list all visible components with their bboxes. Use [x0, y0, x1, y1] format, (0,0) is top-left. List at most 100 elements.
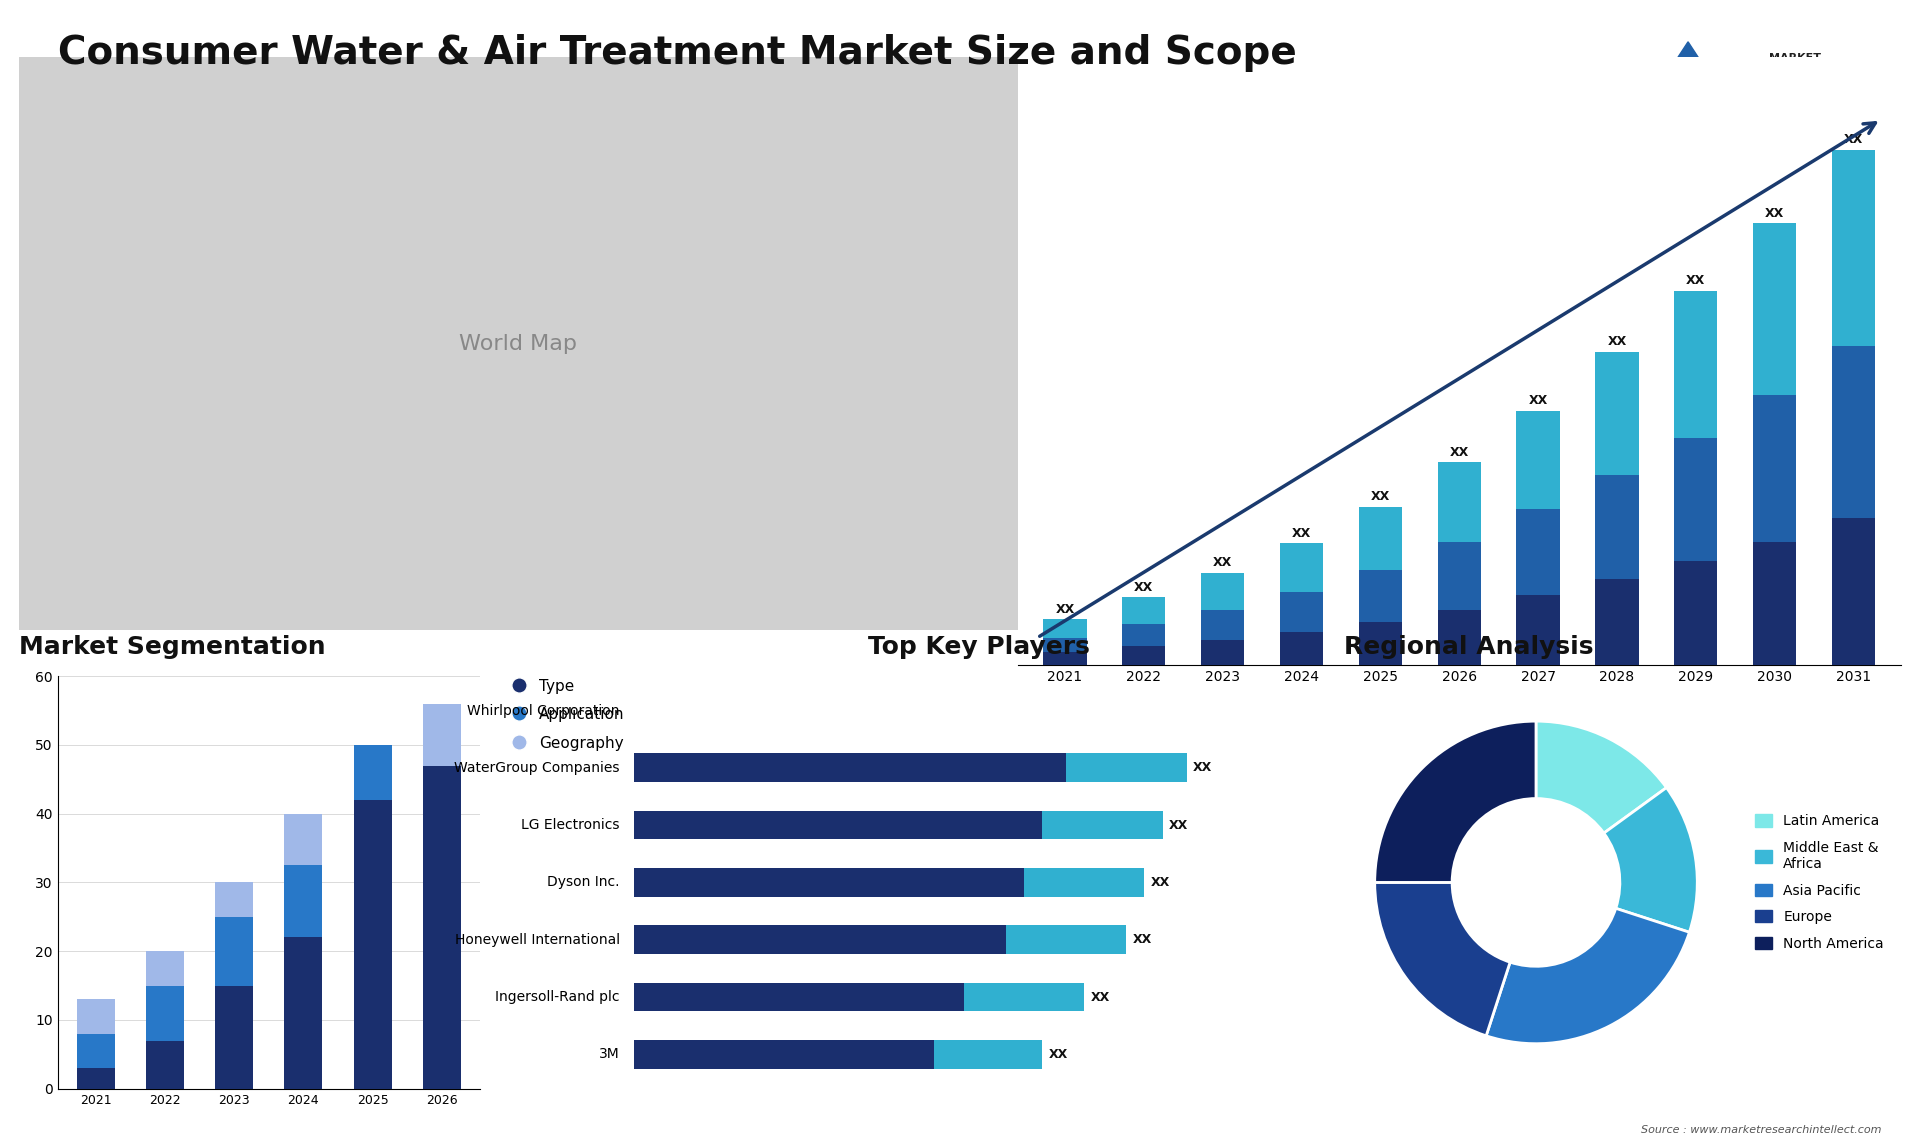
Bar: [1359, 507, 1402, 571]
Bar: [1043, 811, 1162, 839]
Bar: [77, 1068, 115, 1089]
Text: Top Key Players: Top Key Players: [868, 636, 1091, 659]
Text: WaterGroup Companies: WaterGroup Companies: [455, 761, 620, 775]
Bar: [215, 882, 253, 917]
Text: XX: XX: [1133, 933, 1152, 947]
Bar: [1281, 631, 1323, 665]
Bar: [1753, 542, 1797, 665]
Text: MARKET: MARKET: [1768, 53, 1820, 63]
Text: XX: XX: [1371, 489, 1390, 503]
Text: Honeywell International: Honeywell International: [455, 933, 620, 947]
Bar: [146, 986, 184, 1041]
Bar: [1753, 395, 1797, 542]
Bar: [422, 766, 461, 1089]
Bar: [1674, 438, 1718, 560]
Bar: [1359, 571, 1402, 622]
Text: Market Segmentation: Market Segmentation: [19, 636, 326, 659]
Text: XX: XX: [1528, 394, 1548, 407]
Bar: [1043, 619, 1087, 637]
Bar: [634, 869, 1023, 896]
Text: XX: XX: [1048, 1047, 1068, 1061]
Polygon shape: [1645, 79, 1732, 136]
Bar: [1121, 597, 1165, 625]
Bar: [1517, 411, 1559, 509]
Polygon shape: [1626, 42, 1749, 136]
Circle shape: [1455, 802, 1617, 963]
Bar: [1596, 474, 1638, 579]
Bar: [1281, 543, 1323, 592]
Bar: [1043, 637, 1087, 652]
Bar: [1121, 646, 1165, 665]
Legend: Latin America, Middle East &
Africa, Asia Pacific, Europe, North America: Latin America, Middle East & Africa, Asi…: [1753, 811, 1887, 953]
Text: XX: XX: [1213, 556, 1233, 570]
Bar: [1066, 754, 1187, 782]
Text: Ingersoll-Rand plc: Ingersoll-Rand plc: [495, 990, 620, 1004]
Bar: [1006, 926, 1127, 953]
Bar: [1674, 560, 1718, 665]
Text: 3M: 3M: [599, 1047, 620, 1061]
Text: XX: XX: [1192, 761, 1212, 775]
Text: Source : www.marketresearchintellect.com: Source : www.marketresearchintellect.com: [1642, 1124, 1882, 1135]
Text: XX: XX: [1056, 603, 1075, 615]
Bar: [1200, 610, 1244, 641]
Bar: [1832, 518, 1876, 665]
Bar: [1438, 463, 1480, 542]
Bar: [634, 754, 1066, 782]
Bar: [1023, 869, 1144, 896]
Bar: [1121, 625, 1165, 646]
Text: Whirlpool Corporation: Whirlpool Corporation: [467, 704, 620, 717]
Bar: [1832, 346, 1876, 518]
Bar: [634, 811, 1043, 839]
Bar: [1281, 592, 1323, 631]
Bar: [146, 1041, 184, 1089]
Bar: [935, 1041, 1043, 1068]
Bar: [284, 814, 323, 865]
Text: Dyson Inc.: Dyson Inc.: [547, 876, 620, 889]
Bar: [1517, 509, 1559, 595]
Bar: [284, 865, 323, 937]
Bar: [1517, 595, 1559, 665]
Text: XX: XX: [1091, 990, 1110, 1004]
Bar: [634, 926, 1006, 953]
Bar: [1596, 352, 1638, 474]
Text: Consumer Water & Air Treatment Market Size and Scope: Consumer Water & Air Treatment Market Si…: [58, 34, 1296, 72]
Legend: Type, Application, Geography: Type, Application, Geography: [509, 675, 628, 754]
Bar: [1200, 641, 1244, 665]
Text: XX: XX: [1764, 206, 1784, 220]
Text: XX: XX: [1169, 818, 1188, 832]
Bar: [1200, 573, 1244, 610]
Bar: [77, 1034, 115, 1068]
Bar: [77, 999, 115, 1034]
Text: World Map: World Map: [459, 333, 578, 354]
Text: RESEARCH: RESEARCH: [1768, 84, 1836, 94]
Bar: [146, 951, 184, 986]
Bar: [1674, 291, 1718, 438]
Wedge shape: [1375, 882, 1511, 1036]
Bar: [1832, 150, 1876, 346]
Text: XX: XX: [1292, 527, 1311, 540]
Bar: [1438, 610, 1480, 665]
Wedge shape: [1536, 721, 1667, 833]
Bar: [964, 982, 1085, 1011]
Text: XX: XX: [1686, 274, 1705, 288]
Wedge shape: [1603, 787, 1697, 932]
Text: XX: XX: [1843, 133, 1862, 147]
Wedge shape: [1375, 721, 1536, 882]
Text: INTELLECT: INTELLECT: [1768, 113, 1836, 124]
Bar: [215, 986, 253, 1089]
Bar: [1596, 579, 1638, 665]
Bar: [634, 1041, 935, 1068]
Text: Regional Analysis: Regional Analysis: [1344, 636, 1594, 659]
Bar: [1359, 622, 1402, 665]
Text: LG Electronics: LG Electronics: [520, 818, 620, 832]
Bar: [284, 937, 323, 1089]
Bar: [1043, 652, 1087, 665]
Wedge shape: [1486, 909, 1690, 1044]
Bar: [1438, 542, 1480, 610]
Text: XX: XX: [1150, 876, 1169, 889]
Bar: [353, 800, 392, 1089]
Text: XX: XX: [1450, 446, 1469, 458]
Bar: [422, 704, 461, 766]
Text: XX: XX: [1135, 581, 1154, 594]
Bar: [634, 982, 964, 1011]
